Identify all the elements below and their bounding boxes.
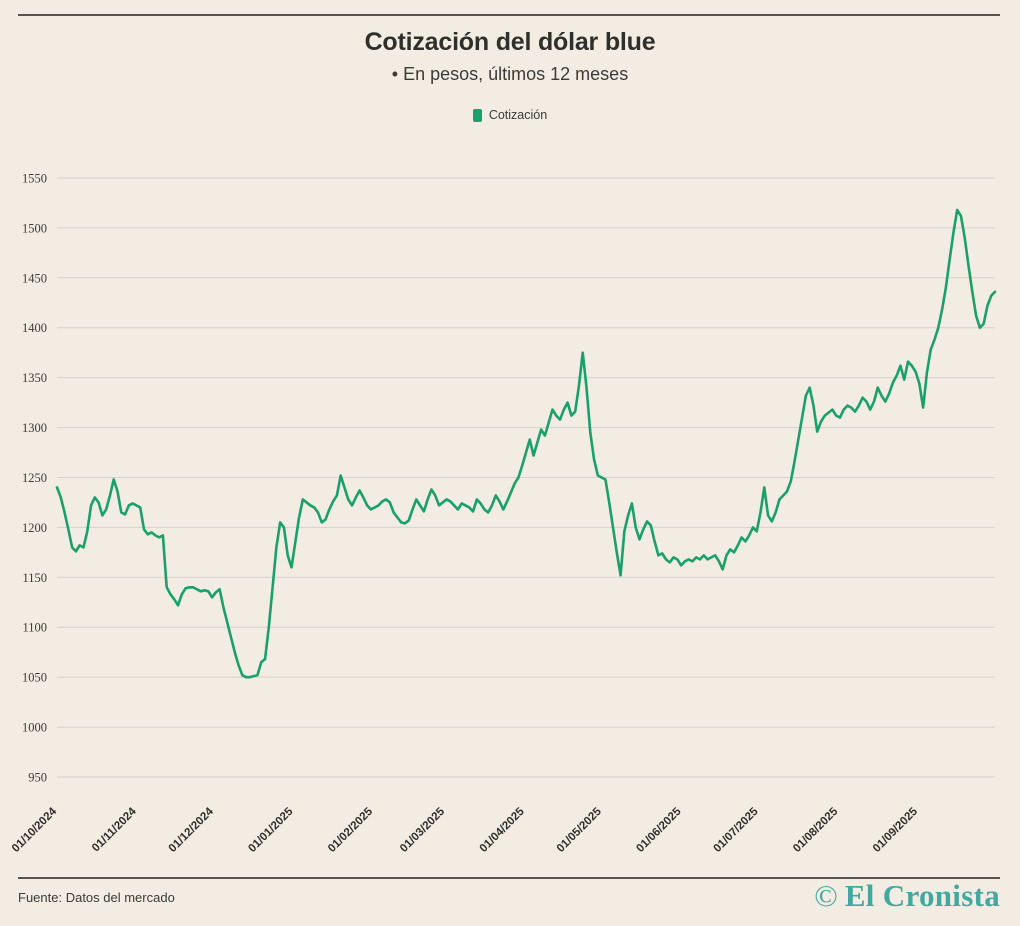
chart-legend: Cotización bbox=[0, 108, 1020, 122]
x-axis-tick-label: 01/07/2025 bbox=[712, 805, 762, 855]
y-axis-ticks: 950 1000 1050 1100 1150 1200 1250 1300 1350 1400 1… bbox=[22, 171, 47, 784]
y-axis-tick-label: 1300 bbox=[22, 421, 47, 435]
y-axis-tick-label: 950 bbox=[28, 771, 47, 785]
series-line-cotizacion bbox=[55, 208, 997, 679]
x-axis-tick-label: 01/09/2025 bbox=[871, 805, 921, 855]
x-axis-tick-label: 01/10/2024 bbox=[10, 805, 60, 855]
footer-divider bbox=[18, 877, 1000, 879]
x-axis-tick-label: 01/12/2024 bbox=[167, 805, 217, 855]
y-axis-tick-label: 1200 bbox=[22, 521, 47, 535]
legend-swatch-icon bbox=[472, 108, 482, 122]
chart-subtitle: • En pesos, últimos 12 meses bbox=[391, 64, 629, 84]
y-axis-tick-label: 1350 bbox=[22, 371, 47, 385]
y-axis-tick-label: 1050 bbox=[22, 671, 47, 685]
brand-name-label: El Cronista bbox=[844, 878, 1000, 913]
x-axis-tick-label: 01/08/2025 bbox=[791, 805, 841, 855]
source-note: Fuente: Datos del mercado bbox=[18, 890, 175, 905]
y-axis-tick-label: 1550 bbox=[22, 171, 47, 185]
x-axis-tick-label: 01/04/2025 bbox=[478, 805, 528, 855]
x-axis-tick-label: 01/05/2025 bbox=[555, 805, 605, 855]
x-axis-tick-label: 01/11/2024 bbox=[90, 805, 139, 854]
y-axis-tick-label: 1500 bbox=[22, 221, 47, 235]
gridlines-group bbox=[57, 177, 995, 778]
legend-label-cotizacion: Cotización bbox=[488, 108, 548, 122]
y-axis-tick-label: 1400 bbox=[22, 321, 47, 335]
x-axis-ticks: 01/10/2024 01/11/2024 01/12/2024 01/01/2025… bbox=[10, 805, 921, 855]
x-axis-tick-label: 01/03/2025 bbox=[398, 805, 448, 855]
x-axis-tick-label: 01/01/2025 bbox=[246, 805, 296, 855]
x-axis-tick-label: 01/06/2025 bbox=[634, 805, 684, 855]
brand-logo: © El Cronista bbox=[814, 880, 1000, 911]
y-axis-tick-label: 1250 bbox=[22, 471, 47, 485]
y-axis-tick-label: 1000 bbox=[22, 721, 47, 735]
y-axis-tick-label: 1450 bbox=[22, 271, 47, 285]
page-title: Cotización del dólar blue bbox=[364, 28, 656, 56]
y-axis-tick-label: 1150 bbox=[22, 571, 47, 585]
x-axis-tick-label: 01/02/2025 bbox=[326, 805, 376, 855]
copyright-icon: © bbox=[814, 878, 838, 913]
y-axis-tick-label: 1100 bbox=[22, 621, 47, 635]
top-divider bbox=[18, 14, 1000, 16]
